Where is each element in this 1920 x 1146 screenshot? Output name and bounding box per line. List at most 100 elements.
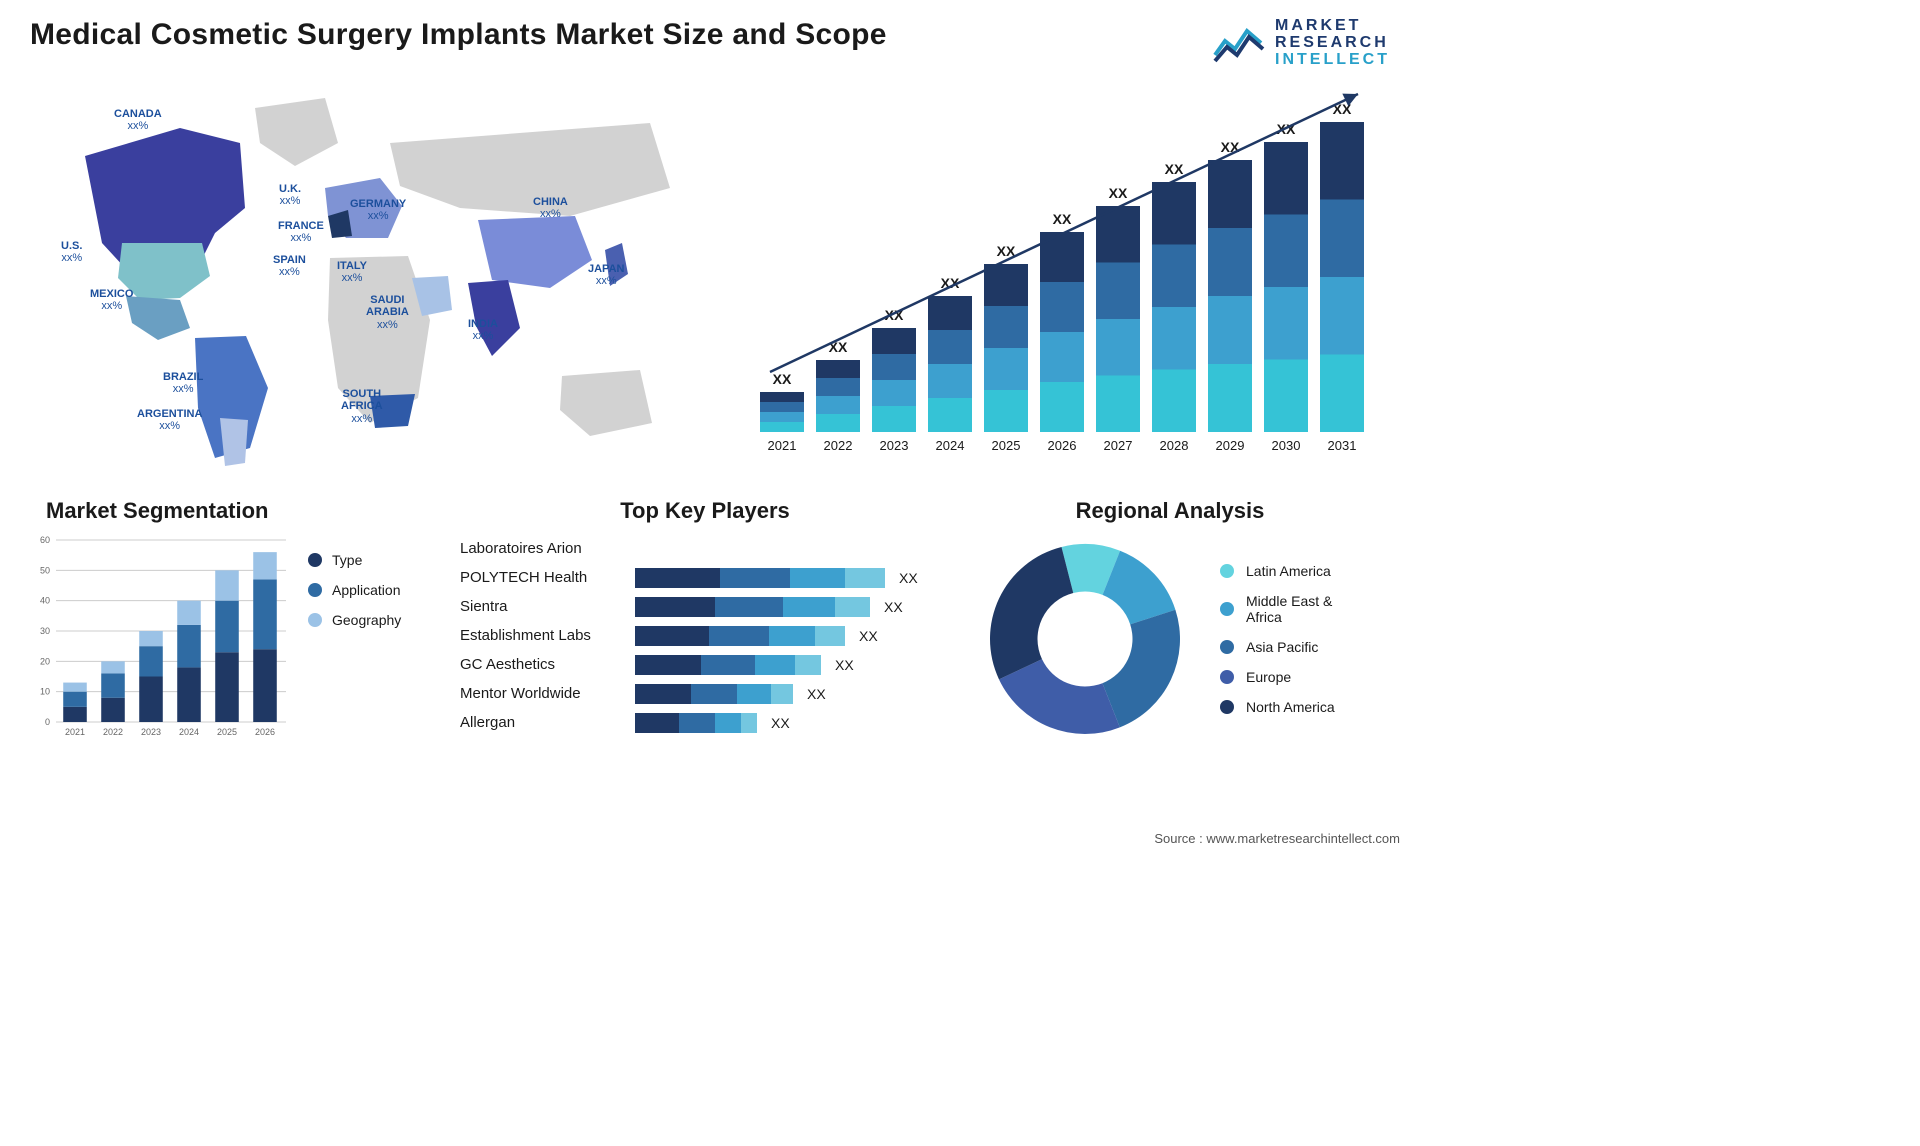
seg-bar-seg bbox=[63, 692, 87, 707]
regional-legend-item: Asia Pacific bbox=[1220, 639, 1366, 655]
key-player-label: Allergan bbox=[460, 714, 635, 731]
key-player-bar-seg bbox=[815, 626, 845, 646]
segmentation-stacked-bar-chart: 0102030405060202120222023202420252026 bbox=[30, 534, 290, 744]
seg-legend-item: Geography bbox=[308, 612, 401, 628]
key-player-bar-seg bbox=[715, 713, 741, 733]
forecast-chart-panel: 2021XX2022XX2023XX2024XX2025XX2026XX2027… bbox=[730, 88, 1400, 468]
key-player-bar-seg bbox=[709, 626, 769, 646]
regional-legend: Latin America Middle East & Africa Asia Pa… bbox=[1220, 563, 1366, 715]
legend-swatch bbox=[308, 583, 322, 597]
regional-legend-item: Middle East & Africa bbox=[1220, 593, 1366, 625]
key-player-bar-seg bbox=[635, 568, 720, 588]
forecast-bar-seg bbox=[928, 398, 972, 432]
key-player-bar-seg bbox=[737, 684, 771, 704]
regional-legend-item: Europe bbox=[1220, 669, 1366, 685]
forecast-bar-seg bbox=[1208, 160, 1252, 228]
forecast-bar-seg bbox=[1320, 200, 1364, 278]
donut-slice bbox=[990, 547, 1073, 679]
forecast-year-label: 2022 bbox=[824, 438, 853, 453]
seg-bar-seg bbox=[101, 698, 125, 722]
seg-x-label: 2024 bbox=[179, 727, 199, 737]
segmentation-title: Market Segmentation bbox=[30, 498, 430, 524]
forecast-bar-seg bbox=[760, 392, 804, 402]
forecast-bar-seg bbox=[816, 414, 860, 432]
forecast-data-label: XX bbox=[773, 371, 792, 387]
key-player-value: XX bbox=[771, 715, 790, 731]
key-player-value: XX bbox=[884, 599, 903, 615]
forecast-bar-seg bbox=[928, 364, 972, 398]
key-player-row: POLYTECH HealthXX bbox=[460, 563, 950, 592]
key-player-row: GC AestheticsXX bbox=[460, 650, 950, 679]
legend-swatch bbox=[308, 553, 322, 567]
forecast-bar-seg bbox=[872, 328, 916, 354]
seg-x-label: 2026 bbox=[255, 727, 275, 737]
legend-label: North America bbox=[1246, 699, 1335, 715]
forecast-bar-seg bbox=[1096, 319, 1140, 376]
forecast-year-label: 2025 bbox=[992, 438, 1021, 453]
forecast-year-label: 2023 bbox=[880, 438, 909, 453]
map-label-mexico: MEXICOxx% bbox=[90, 288, 133, 312]
seg-y-label: 10 bbox=[40, 687, 50, 697]
forecast-bar-seg bbox=[1152, 370, 1196, 433]
key-player-row: Allergan XX bbox=[460, 708, 950, 737]
key-player-bar-seg bbox=[741, 713, 757, 733]
forecast-bar-seg bbox=[1264, 360, 1308, 433]
map-country-argentina bbox=[220, 418, 248, 466]
key-player-bar bbox=[635, 684, 793, 704]
seg-bar-seg bbox=[215, 571, 239, 601]
seg-legend-item: Application bbox=[308, 582, 401, 598]
forecast-year-label: 2029 bbox=[1216, 438, 1245, 453]
segmentation-legend: Type Application Geography bbox=[308, 552, 401, 628]
key-player-bar-seg bbox=[691, 684, 737, 704]
map-country-mexico bbox=[126, 296, 190, 340]
key-player-bar-seg bbox=[701, 655, 755, 675]
seg-legend-item: Type bbox=[308, 552, 401, 568]
forecast-year-label: 2028 bbox=[1160, 438, 1189, 453]
seg-bar-seg bbox=[253, 580, 277, 650]
seg-y-label: 40 bbox=[40, 596, 50, 606]
key-player-bar-seg bbox=[635, 597, 715, 617]
forecast-data-label: XX bbox=[829, 339, 848, 355]
regional-title: Regional Analysis bbox=[980, 498, 1400, 524]
key-player-bar bbox=[635, 568, 885, 588]
key-player-label: Mentor Worldwide bbox=[460, 685, 635, 702]
forecast-bar-seg bbox=[1096, 263, 1140, 320]
key-player-value: XX bbox=[899, 570, 918, 586]
forecast-bar-seg bbox=[760, 412, 804, 422]
legend-label: Latin America bbox=[1246, 563, 1331, 579]
seg-y-label: 20 bbox=[40, 657, 50, 667]
forecast-bar-seg bbox=[1040, 282, 1084, 332]
regional-legend-item: Latin America bbox=[1220, 563, 1366, 579]
seg-bar-seg bbox=[63, 683, 87, 692]
key-player-bar-seg bbox=[635, 684, 691, 704]
seg-bar-seg bbox=[215, 653, 239, 723]
key-player-label: Laboratoires Arion bbox=[460, 540, 635, 557]
key-player-label: GC Aesthetics bbox=[460, 656, 635, 673]
forecast-bar-seg bbox=[816, 396, 860, 414]
forecast-bar-seg bbox=[984, 264, 1028, 306]
legend-label: Asia Pacific bbox=[1246, 639, 1318, 655]
seg-bar-seg bbox=[253, 553, 277, 580]
forecast-bar-seg bbox=[1264, 215, 1308, 288]
forecast-bar-seg bbox=[984, 348, 1028, 390]
key-player-bar-seg bbox=[769, 626, 815, 646]
logo-line-2: RESEARCH bbox=[1275, 35, 1390, 52]
seg-bar-seg bbox=[177, 625, 201, 667]
forecast-bar-seg bbox=[872, 406, 916, 432]
forecast-bar-seg bbox=[1320, 355, 1364, 433]
key-player-row: Laboratoires Arion bbox=[460, 534, 950, 563]
logo-icon bbox=[1213, 23, 1265, 63]
forecast-year-label: 2031 bbox=[1328, 438, 1357, 453]
map-label-china: CHINAxx% bbox=[533, 196, 568, 220]
forecast-bar-seg bbox=[984, 390, 1028, 432]
forecast-data-label: XX bbox=[1109, 185, 1128, 201]
forecast-bar-seg bbox=[816, 360, 860, 378]
seg-x-label: 2022 bbox=[103, 727, 123, 737]
key-player-bar-seg bbox=[771, 684, 793, 704]
map-country-australia bbox=[560, 370, 652, 436]
key-player-bar-seg bbox=[795, 655, 821, 675]
key-player-bar-seg bbox=[845, 568, 885, 588]
key-player-row: Mentor WorldwideXX bbox=[460, 679, 950, 708]
forecast-bar-seg bbox=[1208, 228, 1252, 296]
brand-logo: MARKET RESEARCH INTELLECT bbox=[1213, 18, 1400, 68]
